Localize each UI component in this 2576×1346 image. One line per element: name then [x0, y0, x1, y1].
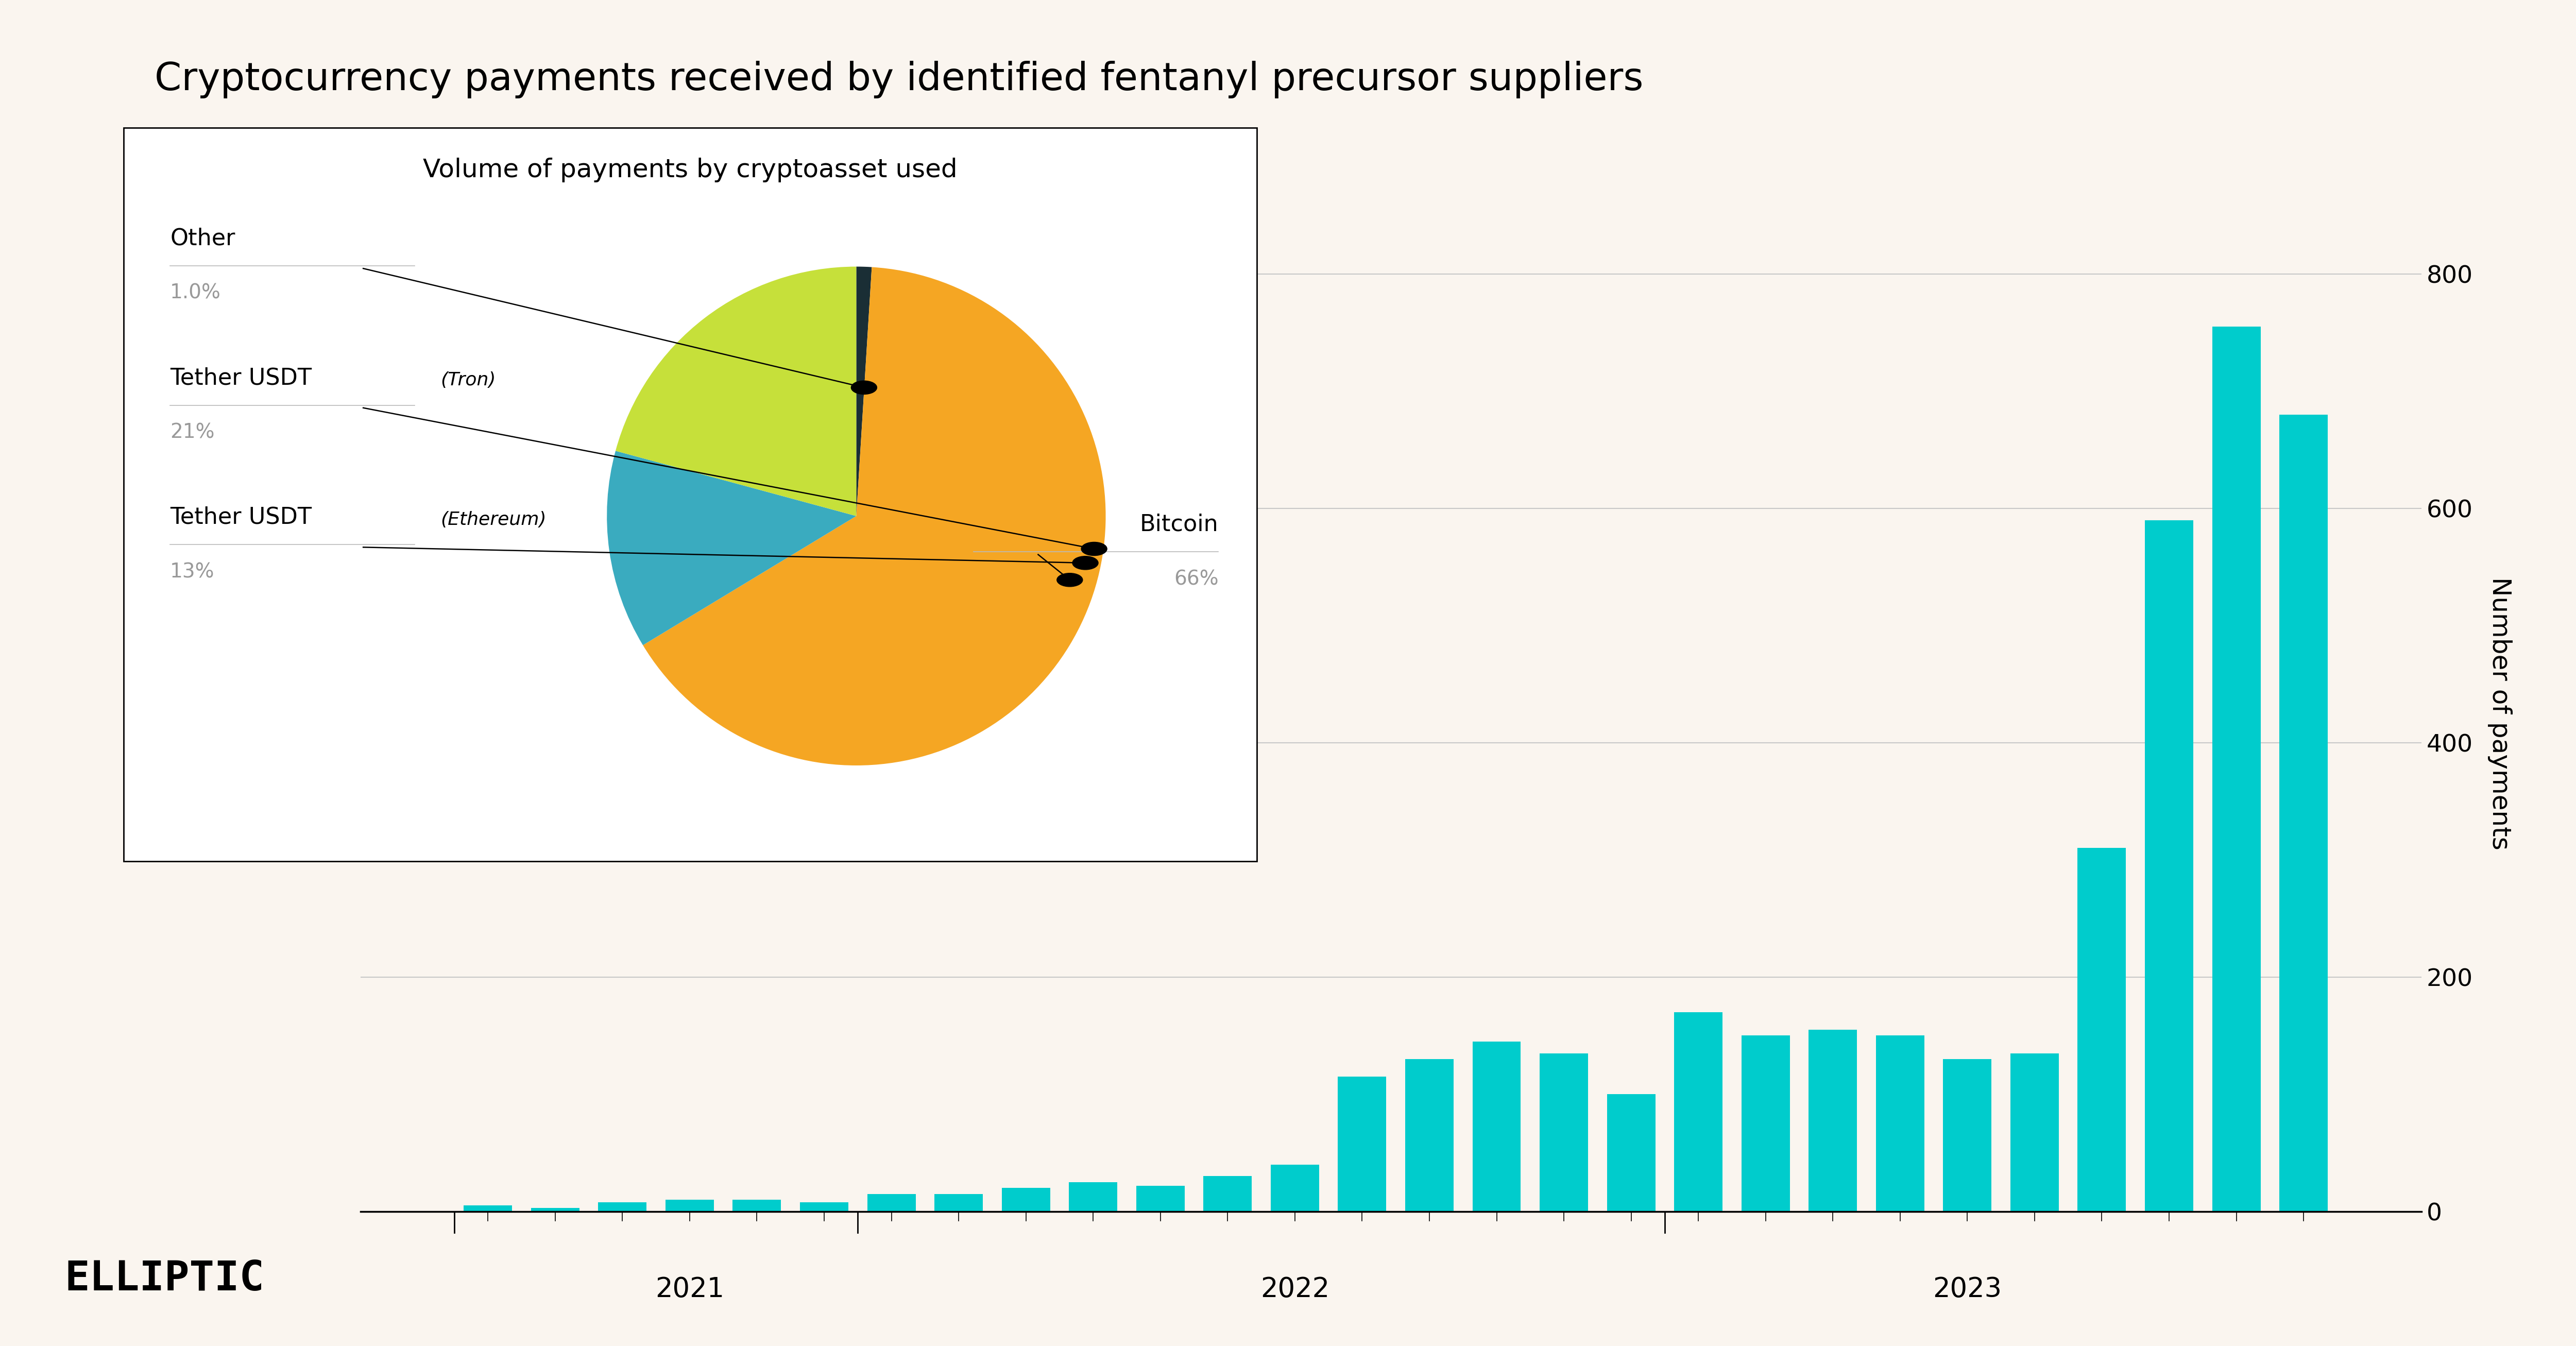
Y-axis label: Number of payments: Number of payments — [2488, 577, 2512, 849]
Text: 66%: 66% — [1175, 569, 1218, 590]
Wedge shape — [855, 267, 871, 516]
Bar — [531, 1207, 580, 1211]
Text: Other: Other — [170, 227, 234, 249]
Text: 2021: 2021 — [654, 1276, 724, 1303]
Bar — [1337, 1077, 1386, 1211]
Bar — [598, 1202, 647, 1211]
Wedge shape — [616, 267, 855, 516]
Bar — [935, 1194, 984, 1211]
Bar — [1808, 1030, 1857, 1211]
Text: Tether USDT: Tether USDT — [170, 506, 312, 529]
Text: 2023: 2023 — [1932, 1276, 2002, 1303]
Bar — [1473, 1042, 1520, 1211]
Bar — [2213, 327, 2262, 1211]
Wedge shape — [644, 267, 1105, 766]
Bar — [665, 1199, 714, 1211]
Bar — [2009, 1053, 2058, 1211]
Bar — [1674, 1012, 1723, 1211]
Text: 1.0%: 1.0% — [170, 283, 222, 303]
Bar — [1069, 1182, 1118, 1211]
Bar — [1540, 1053, 1587, 1211]
Text: Bitcoin: Bitcoin — [1139, 514, 1218, 536]
Bar — [801, 1202, 848, 1211]
Text: Volume of payments by cryptoasset used: Volume of payments by cryptoasset used — [422, 157, 958, 182]
Bar — [1942, 1059, 1991, 1211]
Text: 13%: 13% — [170, 563, 214, 581]
Text: 21%: 21% — [170, 423, 214, 443]
Bar — [464, 1206, 513, 1211]
Text: (Ethereum): (Ethereum) — [440, 511, 546, 529]
Text: ELLIPTIC: ELLIPTIC — [64, 1259, 265, 1299]
Bar — [1741, 1035, 1790, 1211]
Bar — [2146, 520, 2192, 1211]
Wedge shape — [608, 451, 855, 645]
Text: Tether USDT: Tether USDT — [170, 367, 312, 389]
Bar — [1404, 1059, 1453, 1211]
Bar — [732, 1199, 781, 1211]
Text: 2022: 2022 — [1260, 1276, 1329, 1303]
Bar — [1270, 1164, 1319, 1211]
Bar — [1002, 1189, 1051, 1211]
Bar — [1875, 1035, 1924, 1211]
Bar — [868, 1194, 914, 1211]
Bar — [2280, 415, 2329, 1211]
Bar — [1607, 1094, 1656, 1211]
Text: (Tron): (Tron) — [440, 371, 495, 389]
Text: Cryptocurrency payments received by identified fentanyl precursor suppliers: Cryptocurrency payments received by iden… — [155, 61, 1643, 98]
Bar — [1136, 1186, 1185, 1211]
Bar — [1203, 1176, 1252, 1211]
Bar — [2079, 848, 2125, 1211]
